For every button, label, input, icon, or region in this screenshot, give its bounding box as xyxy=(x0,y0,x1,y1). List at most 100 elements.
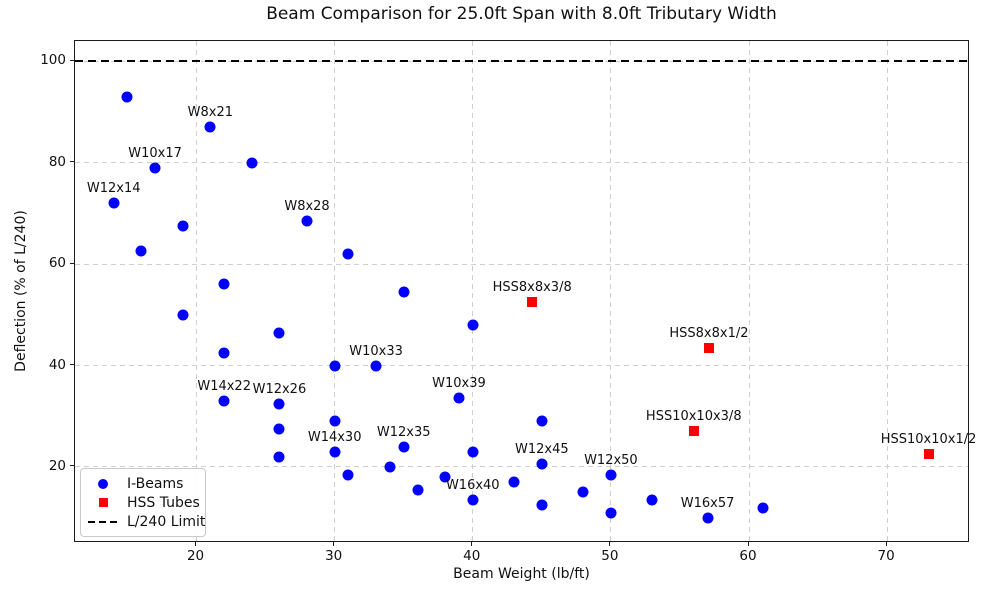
y-gridline xyxy=(75,466,968,468)
point-label: W12x35 xyxy=(376,424,431,440)
data-point-i-beams xyxy=(342,248,354,260)
square-marker-icon xyxy=(87,498,119,507)
data-point-i-beams xyxy=(577,486,589,498)
data-point-i-beams xyxy=(218,278,230,290)
y-tick-label: 80 xyxy=(48,153,66,170)
data-point-HSS10x10x1/2 xyxy=(923,449,934,460)
limit-line xyxy=(75,60,968,63)
data-point-i-beams xyxy=(273,423,285,435)
chart-title: Beam Comparison for 25.0ft Span with 8.0… xyxy=(266,4,777,24)
x-gridline xyxy=(196,41,198,541)
x-gridline xyxy=(472,41,474,541)
point-label: W16x40 xyxy=(445,477,500,493)
data-point-W12x26 xyxy=(273,398,285,410)
data-point-i-beams xyxy=(757,502,769,513)
point-label: W12x26 xyxy=(252,381,307,397)
dash-glyph xyxy=(88,520,118,523)
data-point-i-beams xyxy=(329,415,341,427)
x-tick-mark xyxy=(333,542,335,546)
y-gridline xyxy=(75,263,968,265)
circle-marker-icon xyxy=(87,478,119,489)
data-point-i-beams xyxy=(342,469,354,481)
data-point-W10x33 xyxy=(370,360,382,372)
data-point-i-beams xyxy=(218,347,230,359)
data-point-i-beams xyxy=(273,327,285,339)
legend: I-Beams HSS Tubes L/240 Limit xyxy=(80,468,206,537)
x-tick-mark xyxy=(471,542,473,546)
point-label: HSS10x10x3/8 xyxy=(645,409,742,425)
x-gridline xyxy=(748,41,750,541)
data-point-W12x35 xyxy=(398,441,410,453)
data-point-i-beams xyxy=(439,471,451,483)
data-point-W10x17 xyxy=(149,162,161,174)
data-point-i-beams xyxy=(412,484,424,496)
x-tick-label: 70 xyxy=(877,548,895,564)
point-label: HSS8x8x3/8 xyxy=(492,280,572,296)
y-tick-label: 100 xyxy=(40,52,66,69)
data-point-i-beams xyxy=(384,461,396,473)
data-point-W14x22 xyxy=(218,395,230,407)
point-label: W10x17 xyxy=(128,145,182,161)
plot-area: W8x21 W10x17 W12x14 W8x28 W10x33 W14x22 W12x26… xyxy=(74,40,976,542)
data-point-W10x39 xyxy=(453,392,465,404)
x-tick-label: 40 xyxy=(463,548,481,564)
data-point-W16x40 xyxy=(467,494,479,506)
data-point-i-beams xyxy=(121,91,133,103)
data-point-W8x28 xyxy=(301,215,313,227)
x-tick-mark xyxy=(885,542,887,546)
y-tick-mark xyxy=(70,364,74,366)
y-tick-mark xyxy=(70,465,74,467)
y-tick-mark xyxy=(70,161,74,163)
point-label: W12x14 xyxy=(86,181,141,197)
x-tick-label: 20 xyxy=(186,548,205,564)
data-point-i-beams xyxy=(329,360,341,372)
legend-entry: I-Beams xyxy=(87,474,199,493)
data-point-HSS8x8x3/8 xyxy=(527,297,538,308)
data-point-i-beams xyxy=(536,415,548,427)
data-point-W16x57 xyxy=(702,512,714,524)
x-tick-mark xyxy=(195,542,197,546)
x-tick-mark xyxy=(747,542,749,546)
x-tick-mark xyxy=(609,542,611,546)
data-point-W12x50 xyxy=(605,469,617,481)
legend-label: L/240 Limit xyxy=(127,513,206,530)
data-point-W12x45 xyxy=(536,458,548,470)
data-point-i-beams xyxy=(467,446,479,458)
data-point-HSS10x10x3/8 xyxy=(688,426,699,437)
data-point-i-beams xyxy=(177,309,189,321)
point-label: W16x57 xyxy=(680,495,735,511)
data-point-i-beams xyxy=(246,157,258,169)
data-point-i-beams xyxy=(536,499,548,511)
data-point-i-beams xyxy=(398,286,410,298)
y-axis-label: Deflection (% of L/240) xyxy=(13,210,29,372)
point-label: W12x45 xyxy=(515,442,569,458)
data-point-i-beams xyxy=(605,507,617,519)
y-tick-label: 20 xyxy=(48,457,66,474)
data-point-i-beams xyxy=(177,220,189,232)
dashed-line-icon xyxy=(87,520,119,523)
legend-label: I-Beams xyxy=(127,475,184,492)
y-tick-mark xyxy=(70,59,74,61)
data-point-i-beams xyxy=(508,476,520,488)
data-point-i-beams xyxy=(467,319,479,331)
y-tick-label: 60 xyxy=(48,255,66,272)
point-label: HSS10x10x1/2 xyxy=(880,432,977,448)
y-gridline xyxy=(75,365,968,367)
data-point-HSS8x8x1/2 xyxy=(703,342,714,353)
point-label: W8x28 xyxy=(284,199,330,214)
point-label: W14x30 xyxy=(307,429,362,445)
legend-label: HSS Tubes xyxy=(127,494,200,511)
legend-entry: L/240 Limit xyxy=(87,512,205,531)
x-gridline xyxy=(610,41,612,541)
x-tick-label: 60 xyxy=(739,548,757,564)
data-point-i-beams xyxy=(135,245,147,257)
x-axis-label: Beam Weight (lb/ft) xyxy=(453,566,590,582)
y-gridline xyxy=(75,162,968,164)
y-tick-mark xyxy=(70,262,74,264)
x-tick-label: 30 xyxy=(325,548,343,564)
point-label: W10x39 xyxy=(432,376,486,392)
point-label: W8x21 xyxy=(187,105,234,121)
point-label: W12x50 xyxy=(584,452,638,468)
data-point-i-beams xyxy=(273,451,285,463)
